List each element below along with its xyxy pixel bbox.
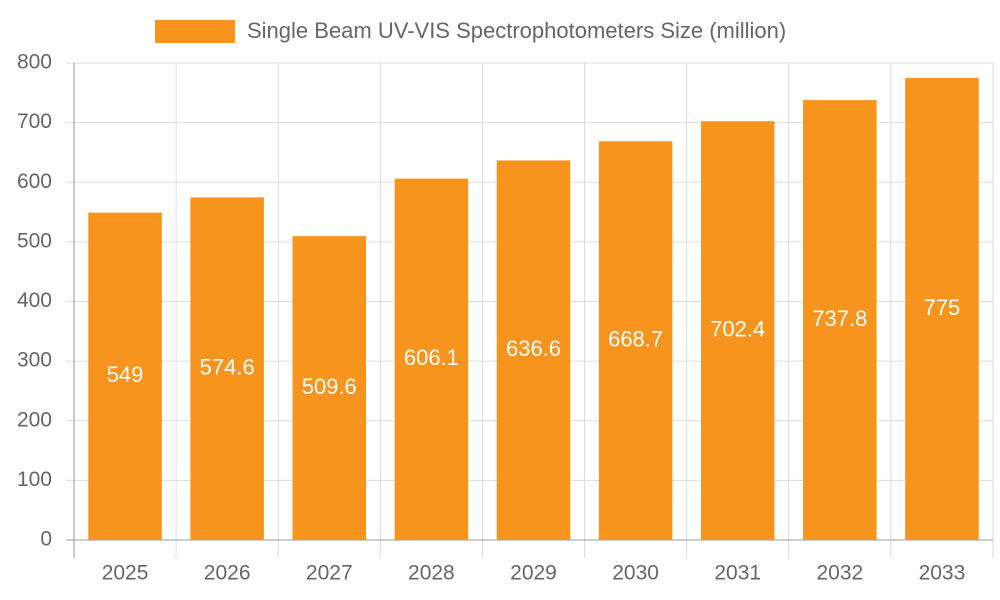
bar bbox=[88, 212, 162, 540]
data-label: 737.8 bbox=[812, 306, 867, 331]
bar bbox=[394, 178, 469, 541]
y-tick-label: 800 bbox=[17, 51, 52, 74]
bar bbox=[190, 197, 264, 540]
x-tick-label: 2027 bbox=[306, 562, 353, 585]
bar bbox=[803, 100, 877, 541]
data-label: 606.1 bbox=[404, 345, 459, 370]
bar bbox=[700, 121, 775, 540]
bar bbox=[292, 236, 367, 540]
data-label: 702.4 bbox=[710, 316, 765, 341]
data-label: 668.7 bbox=[608, 326, 663, 351]
data-label: 775 bbox=[924, 295, 961, 320]
x-tick-label: 2026 bbox=[204, 562, 251, 585]
legend-label: Single Beam UV-VIS Spectrophotometers Si… bbox=[247, 18, 786, 43]
y-tick-label: 300 bbox=[17, 349, 52, 372]
y-tick-label: 600 bbox=[17, 170, 52, 193]
legend-swatch bbox=[155, 20, 235, 43]
x-tick-label: 2033 bbox=[919, 562, 966, 585]
y-tick-label: 100 bbox=[17, 468, 52, 491]
y-tick-label: 400 bbox=[17, 289, 52, 312]
data-label: 636.6 bbox=[506, 336, 561, 361]
data-label: 549 bbox=[107, 362, 144, 387]
bar bbox=[496, 160, 571, 540]
x-tick-label: 2032 bbox=[816, 562, 863, 585]
x-tick-label: 2030 bbox=[612, 562, 659, 585]
y-tick-label: 700 bbox=[17, 110, 52, 133]
x-tick-label: 2028 bbox=[408, 562, 455, 585]
y-tick-label: 0 bbox=[40, 528, 52, 551]
y-tick-label: 500 bbox=[17, 229, 52, 252]
x-tick-label: 2025 bbox=[102, 562, 149, 585]
data-label: 509.6 bbox=[302, 374, 357, 399]
bar bbox=[598, 141, 673, 540]
x-tick-label: 2029 bbox=[510, 562, 557, 585]
data-label: 574.6 bbox=[200, 355, 255, 380]
x-tick-label: 2031 bbox=[714, 562, 761, 585]
y-tick-label: 200 bbox=[17, 408, 52, 431]
bar bbox=[905, 77, 979, 540]
